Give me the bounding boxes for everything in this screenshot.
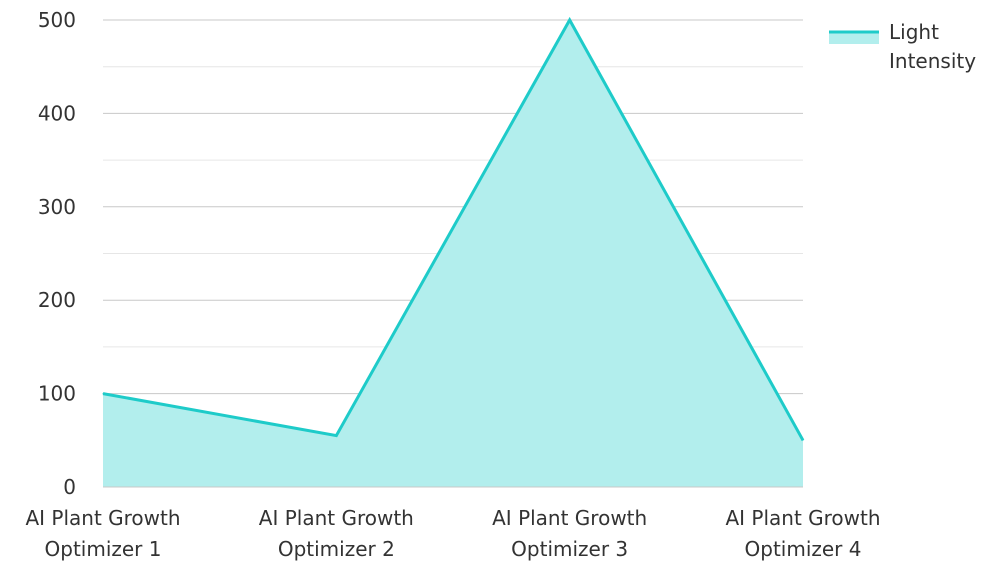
y-tick-label: 0 — [63, 475, 76, 499]
legend-label: Light Intensity — [889, 20, 976, 73]
legend: Light Intensity — [829, 20, 976, 73]
series-area — [103, 20, 803, 487]
series-line — [102, 16, 805, 442]
data-point — [802, 439, 804, 441]
x-tick-label-line: AI Plant Growth — [259, 506, 414, 530]
y-tick-label: 200 — [38, 288, 76, 312]
x-tick-label-line: Optimizer 3 — [511, 537, 628, 561]
x-tick-label: AI Plant Growth Optimizer 4 — [725, 506, 880, 561]
data-point — [335, 435, 337, 437]
legend-swatch — [829, 31, 879, 44]
y-tick-label: 100 — [38, 382, 76, 406]
x-tick-label: AI Plant Growth Optimizer 3 — [492, 506, 647, 561]
y-tick-label: 400 — [38, 101, 76, 125]
y-axis-ticks: 0 100 200 300 400 500 — [38, 8, 76, 499]
x-tick-label-line: Optimizer 4 — [745, 537, 862, 561]
y-tick-label: 300 — [38, 195, 76, 219]
legend-label-line: Intensity — [889, 49, 976, 73]
x-tick-label-line: Optimizer 2 — [278, 537, 395, 561]
x-tick-label-line: AI Plant Growth — [492, 506, 647, 530]
data-point — [102, 393, 104, 395]
series-layer — [102, 16, 805, 487]
x-axis-ticks: AI Plant Growth Optimizer 1AI Plant Growt… — [25, 506, 880, 561]
x-tick-label-line: AI Plant Growth — [725, 506, 880, 530]
x-tick-label: AI Plant Growth Optimizer 2 — [259, 506, 414, 561]
legend-label-line: Light — [889, 20, 939, 44]
y-tick-label: 500 — [38, 8, 76, 32]
x-tick-label: AI Plant Growth Optimizer 1 — [25, 506, 180, 561]
x-tick-label-line: AI Plant Growth — [25, 506, 180, 530]
data-point — [569, 19, 571, 21]
x-tick-label-line: Optimizer 1 — [45, 537, 162, 561]
